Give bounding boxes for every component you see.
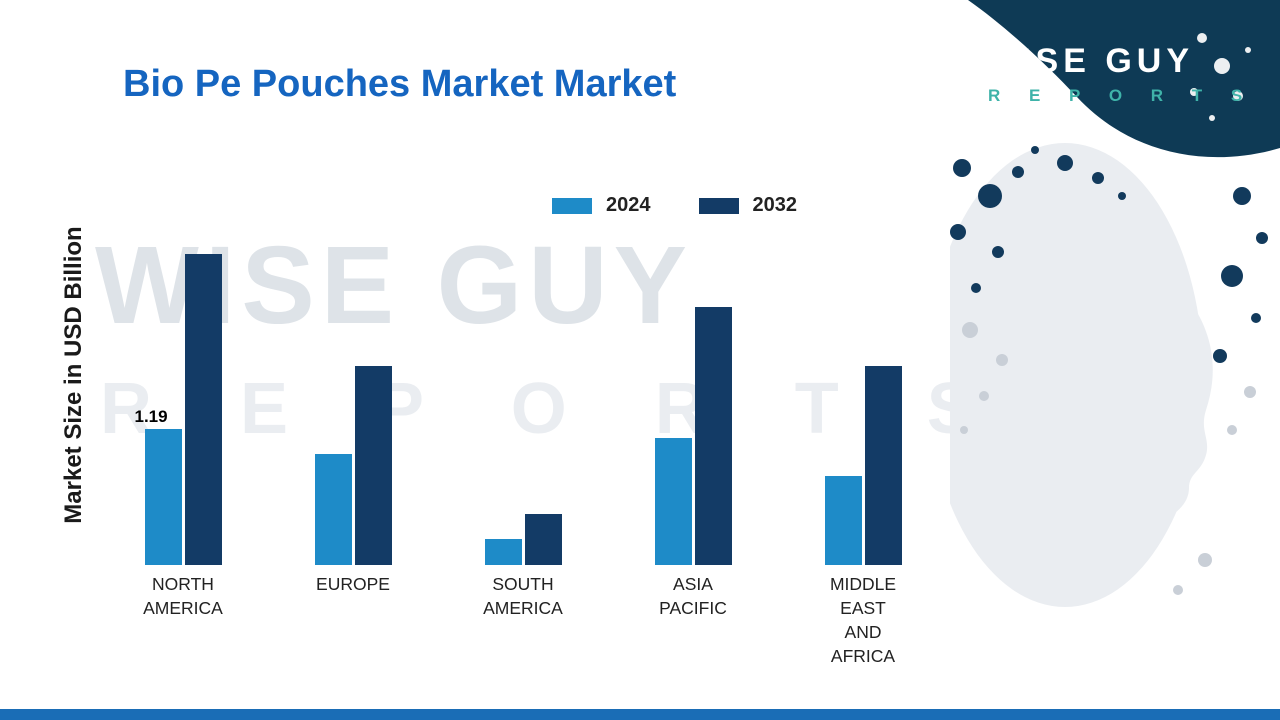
- legend-label-2032: 2032: [752, 194, 798, 216]
- category-label-0: NORTH AMERICA: [143, 574, 223, 619]
- category-label-4: MIDDLE EAST AND AFRICA: [829, 574, 897, 667]
- bar-2032-2: [524, 514, 562, 565]
- bar-value-label: 1.19: [134, 407, 168, 426]
- legend-swatch-2024: [552, 197, 592, 214]
- bar-group-1: [268, 245, 438, 565]
- footer-bar: [0, 709, 1280, 720]
- bar-group-2: [438, 245, 608, 565]
- page-title: Bio Pe Pouches Market Market: [123, 63, 677, 106]
- bar-2032-0: [184, 254, 222, 565]
- bar-group-4: [778, 245, 948, 565]
- category-label-1: EUROPE: [316, 574, 390, 594]
- bar-2032-3: [694, 307, 732, 565]
- logo-wiseguy-text: WISE GUY: [984, 42, 1195, 80]
- watermark-reports: R E P O R T S: [100, 369, 1009, 449]
- chart-legend: 2024 2032: [552, 194, 797, 217]
- bar-2024-1: [314, 454, 352, 565]
- category-label-3: ASIA PACIFIC: [659, 574, 727, 619]
- category-labels: NORTH AMERICA EUROPE SOUTH AMERICA ASIA PAC…: [98, 572, 948, 669]
- category-label-2: SOUTH AMERICA: [483, 574, 563, 619]
- bar-2024-2: [484, 539, 522, 565]
- y-axis-label: Market Size in USD Billion: [60, 226, 87, 524]
- bar-2024-4: [824, 476, 862, 565]
- legend-label-2024: 2024: [606, 194, 651, 216]
- bar-2032-1: [354, 366, 392, 565]
- decorative-head-graphic: [950, 0, 1280, 607]
- bar-group-0: 1.19: [98, 245, 268, 565]
- bar-2024-0: 1.19: [135, 407, 182, 565]
- bar-2024-3: [654, 438, 692, 565]
- bar-chart: 1.19: [98, 245, 948, 565]
- bar-2032-4: [864, 366, 902, 565]
- logo-reports-text: R E P O R T S: [988, 86, 1255, 105]
- legend-item-2032: 2032: [698, 194, 798, 217]
- legend-item-2024: 2024: [552, 194, 651, 217]
- bar-group-3: [608, 245, 778, 565]
- legend-swatch-2032: [698, 197, 739, 214]
